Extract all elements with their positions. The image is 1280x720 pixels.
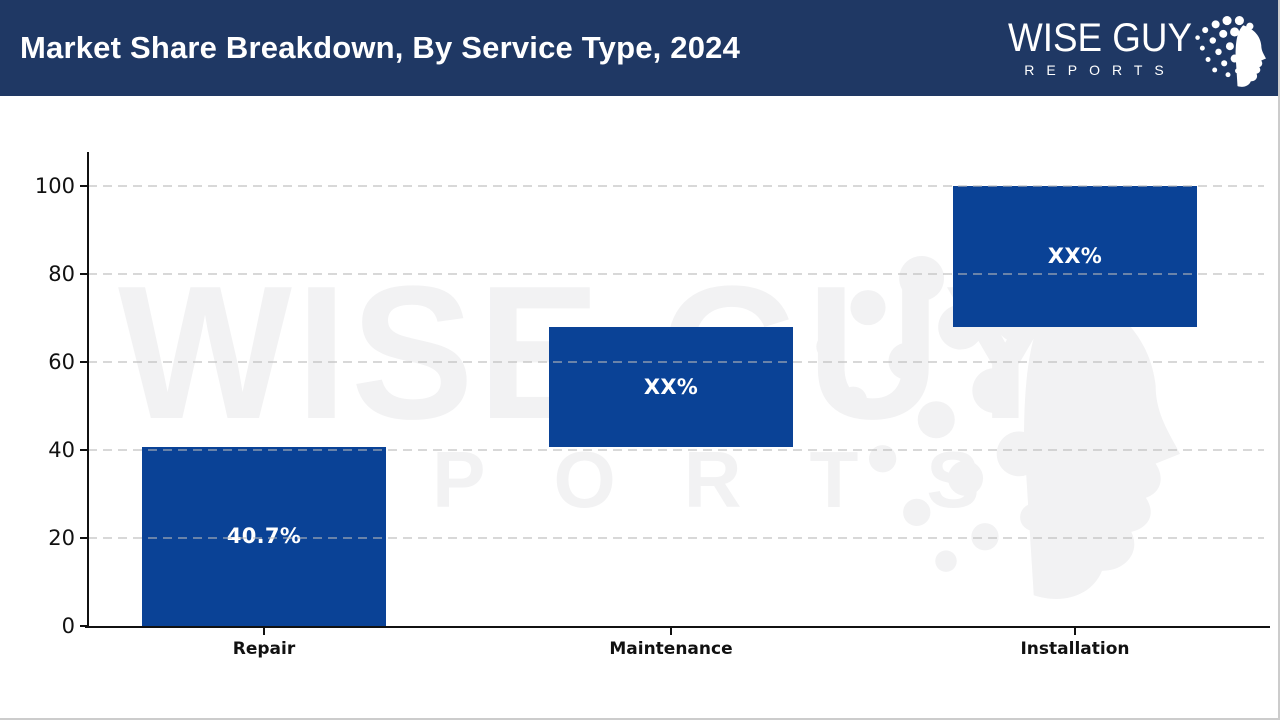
category-label-installation: Installation [1020,639,1130,659]
logo-reports-text: REPORTS [1024,62,1176,78]
gridline-60 [88,361,1264,363]
bar-installation: XX% [953,186,1197,327]
y-tick-label-0: 0 [61,614,75,638]
bar-value-label-maintenance: XX% [643,374,699,399]
y-tick-100 [80,185,87,187]
y-tick-label-40: 40 [48,438,75,462]
logo-wiseguy-text: WISE GUY [1008,16,1193,60]
y-tick-40 [80,449,87,451]
y-axis [87,152,89,628]
category-label-repair: Repair [232,639,296,659]
x-tick-installation [1074,628,1076,635]
x-tick-repair [263,628,265,635]
page-title: Market Share Breakdown, By Service Type,… [20,30,741,65]
header: Market Share Breakdown, By Service Type,… [0,0,1280,96]
logo-face-icon [1195,15,1266,87]
y-tick-label-20: 20 [48,526,75,550]
category-label-maintenance: Maintenance [609,639,733,659]
bar-value-label-installation: XX% [1047,244,1103,269]
y-tick-label-60: 60 [48,350,75,374]
y-tick-20 [80,537,87,539]
y-tick-label-100: 100 [34,174,75,198]
y-tick-label-80: 80 [48,262,75,286]
y-tick-80 [80,273,87,275]
y-tick-60 [80,361,87,363]
x-axis [85,626,1270,628]
bar-value-label-repair: 40.7% [226,524,302,549]
gridline-40 [88,449,1264,451]
gridline-80 [88,273,1264,275]
y-tick-0 [80,625,87,627]
bar-repair: 40.7% [142,446,386,626]
x-tick-maintenance [670,628,672,635]
logo-text: WISE GUY REPORTS [1008,16,1193,78]
wiseguy-reports-logo: WISE GUY REPORTS [1008,10,1266,88]
gridline-100 [88,185,1264,187]
bar-maintenance: XX% [549,326,793,447]
gridline-20 [88,537,1264,539]
